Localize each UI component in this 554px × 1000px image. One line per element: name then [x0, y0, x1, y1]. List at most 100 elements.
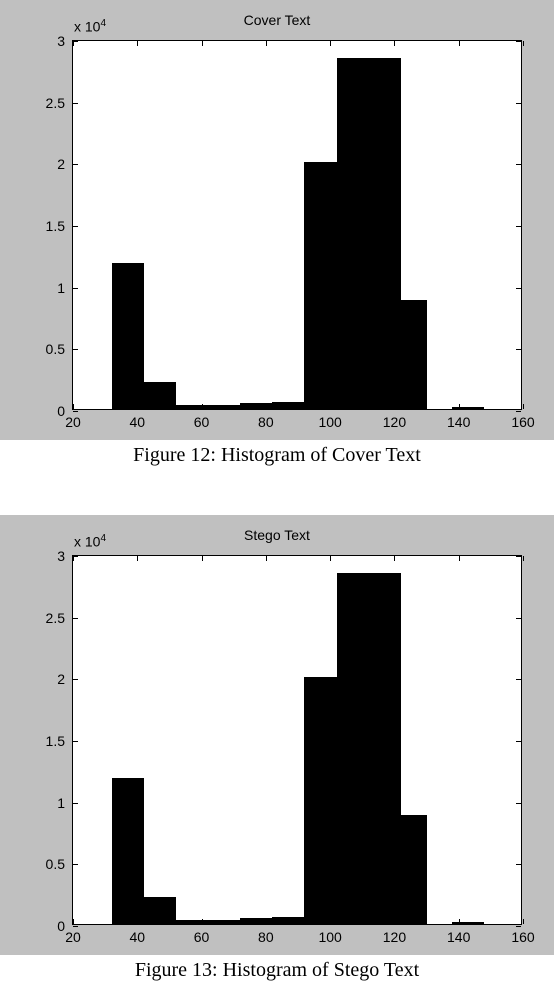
- histogram-bar: [240, 403, 272, 409]
- y-tick: [516, 411, 521, 412]
- y-tick-label: 1.5: [46, 219, 65, 233]
- y-tick: [73, 618, 78, 619]
- x-tick-label: 60: [194, 415, 210, 429]
- x-tick: [394, 41, 395, 46]
- y-tick-label: 0.5: [46, 342, 65, 356]
- histogram-bar: [394, 815, 426, 924]
- x-tick-label: 40: [129, 415, 145, 429]
- y-tick-label: 0.5: [46, 857, 65, 871]
- y-tick: [516, 288, 521, 289]
- histogram-stego-text: 2040608010012014016000.511.522.53Stego T…: [0, 515, 554, 955]
- x-tick: [330, 556, 331, 561]
- y-tick: [516, 741, 521, 742]
- x-tick-label: 100: [318, 930, 341, 944]
- histogram-bar: [272, 917, 304, 924]
- y-tick: [73, 349, 78, 350]
- histogram-bar: [208, 405, 240, 409]
- y-tick-label: 3: [57, 34, 65, 48]
- histogram-bar: [304, 162, 336, 409]
- y-tick: [73, 164, 78, 165]
- histogram-bar: [452, 407, 484, 409]
- y-tick: [516, 164, 521, 165]
- y-tick-label: 1.5: [46, 734, 65, 748]
- histogram-bar: [272, 402, 304, 409]
- y-tick: [73, 741, 78, 742]
- y-tick: [73, 864, 78, 865]
- y-tick: [516, 41, 521, 42]
- y-tick: [73, 103, 78, 104]
- x-tick: [202, 41, 203, 46]
- y-axis-exponent: x 104: [74, 18, 106, 35]
- y-tick-label: 1: [57, 796, 65, 810]
- histogram-bar: [208, 920, 240, 924]
- x-tick-label: 120: [383, 415, 406, 429]
- x-tick-label: 100: [318, 415, 341, 429]
- x-tick: [266, 41, 267, 46]
- y-tick: [516, 618, 521, 619]
- x-tick: [330, 41, 331, 46]
- y-tick: [516, 556, 521, 557]
- histogram-bar: [304, 677, 336, 924]
- y-tick-label: 2.5: [46, 611, 65, 625]
- x-tick: [73, 404, 74, 409]
- x-tick: [394, 556, 395, 561]
- histogram-bar: [337, 573, 369, 925]
- y-tick: [73, 41, 78, 42]
- x-tick-label: 160: [511, 415, 534, 429]
- x-tick-label: 80: [258, 415, 274, 429]
- plot-area: 2040608010012014016000.511.522.53: [72, 40, 522, 410]
- y-tick-label: 2: [57, 157, 65, 171]
- y-tick: [73, 926, 78, 927]
- y-tick: [73, 679, 78, 680]
- y-tick: [73, 226, 78, 227]
- x-tick: [202, 556, 203, 561]
- y-tick-label: 2.5: [46, 96, 65, 110]
- x-tick: [523, 556, 524, 561]
- x-tick-label: 20: [65, 930, 81, 944]
- x-tick: [523, 404, 524, 409]
- y-tick: [516, 679, 521, 680]
- y-tick-label: 2: [57, 672, 65, 686]
- histogram-cover-text: 2040608010012014016000.511.522.53Cover T…: [0, 0, 554, 440]
- histogram-bar: [176, 920, 208, 924]
- y-tick: [516, 926, 521, 927]
- y-axis-exponent: x 104: [74, 533, 106, 550]
- histogram-bar: [337, 58, 369, 410]
- x-tick: [137, 556, 138, 561]
- plot-area: 2040608010012014016000.511.522.53: [72, 555, 522, 925]
- y-tick: [73, 803, 78, 804]
- x-tick-label: 80: [258, 930, 274, 944]
- x-tick-label: 60: [194, 930, 210, 944]
- y-tick: [516, 803, 521, 804]
- y-tick-label: 3: [57, 549, 65, 563]
- y-tick: [73, 411, 78, 412]
- x-tick-label: 40: [129, 930, 145, 944]
- histogram-bar: [144, 382, 176, 409]
- x-tick: [137, 41, 138, 46]
- y-tick: [516, 864, 521, 865]
- histogram-bar: [144, 897, 176, 924]
- histogram-bar: [240, 918, 272, 924]
- x-tick: [523, 919, 524, 924]
- x-tick: [266, 556, 267, 561]
- x-tick-label: 140: [447, 415, 470, 429]
- histogram-bar: [176, 405, 208, 409]
- histogram-bar: [452, 922, 484, 924]
- y-tick: [516, 226, 521, 227]
- y-tick-label: 0: [57, 404, 65, 418]
- histogram-bar: [112, 263, 144, 409]
- y-tick: [516, 103, 521, 104]
- x-tick: [459, 41, 460, 46]
- x-tick-label: 140: [447, 930, 470, 944]
- x-tick: [73, 919, 74, 924]
- y-tick-label: 0: [57, 919, 65, 933]
- x-tick-label: 20: [65, 415, 81, 429]
- x-tick-label: 120: [383, 930, 406, 944]
- y-tick: [73, 556, 78, 557]
- figure-gap: [0, 485, 554, 515]
- x-tick: [523, 41, 524, 46]
- figure-13-block: 2040608010012014016000.511.522.53Stego T…: [0, 515, 554, 1000]
- y-tick-label: 1: [57, 281, 65, 295]
- histogram-bar: [394, 300, 426, 409]
- y-tick: [516, 349, 521, 350]
